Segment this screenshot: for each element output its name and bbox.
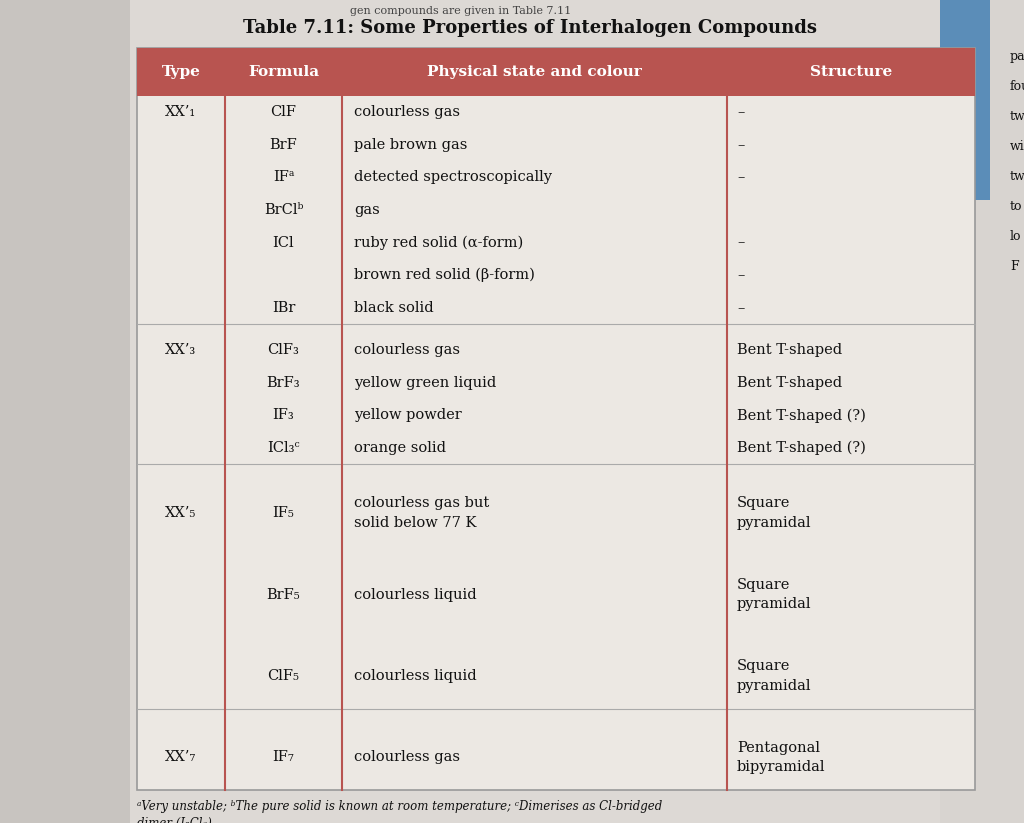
Bar	[940, 0, 1024, 823]
Text: ruby red solid (α-form): ruby red solid (α-form)	[354, 235, 523, 250]
Text: Bent T-shaped (?): Bent T-shaped (?)	[737, 440, 866, 455]
Text: BrF: BrF	[269, 138, 297, 152]
Text: Formula: Formula	[248, 65, 319, 79]
Bar	[137, 48, 975, 96]
Text: XX’₇: XX’₇	[165, 751, 197, 765]
Text: BrF₃: BrF₃	[266, 376, 300, 390]
Text: colourless gas: colourless gas	[354, 751, 460, 765]
Text: to: to	[1010, 200, 1023, 213]
Text: –: –	[737, 170, 744, 184]
Text: F: F	[1010, 260, 1019, 273]
Text: lo: lo	[1010, 230, 1022, 243]
Text: IFᵃ: IFᵃ	[272, 170, 294, 184]
Text: ClF₃: ClF₃	[267, 343, 299, 357]
Text: Pentagonal
bipyramidal: Pentagonal bipyramidal	[737, 741, 825, 774]
Text: Bent T-shaped (?): Bent T-shaped (?)	[737, 408, 866, 422]
Text: pai: pai	[1010, 50, 1024, 63]
Text: –: –	[737, 138, 744, 152]
Text: detected spectroscopically: detected spectroscopically	[354, 170, 552, 184]
Text: fou: fou	[1010, 80, 1024, 93]
Text: gen compounds are given in Table 7.11: gen compounds are given in Table 7.11	[350, 6, 571, 16]
Bar	[137, 48, 975, 790]
Text: colourless gas but
solid below 77 K: colourless gas but solid below 77 K	[354, 496, 489, 530]
Bar	[990, 0, 1024, 823]
Text: brown red solid (β-form): brown red solid (β-form)	[354, 268, 535, 282]
Text: yellow powder: yellow powder	[354, 408, 462, 422]
Text: Square
pyramidal: Square pyramidal	[737, 496, 811, 530]
Text: pale brown gas: pale brown gas	[354, 138, 467, 152]
Text: tw: tw	[1010, 170, 1024, 183]
Text: XX’₁: XX’₁	[165, 105, 197, 119]
Text: colourless liquid: colourless liquid	[354, 669, 476, 683]
Text: Structure: Structure	[810, 65, 892, 79]
Text: wi: wi	[1010, 140, 1024, 153]
Text: IF₃: IF₃	[272, 408, 294, 422]
Text: Table 7.11: Some Properties of Interhalogen Compounds: Table 7.11: Some Properties of Interhalo…	[243, 19, 817, 37]
Text: ICl₃ᶜ: ICl₃ᶜ	[267, 441, 300, 455]
Text: –: –	[737, 105, 744, 119]
Text: ClF₅: ClF₅	[267, 669, 299, 683]
Text: colourless gas: colourless gas	[354, 343, 460, 357]
Text: IF₅: IF₅	[272, 506, 295, 520]
Text: orange solid: orange solid	[354, 441, 446, 455]
Text: black solid: black solid	[354, 300, 433, 314]
Text: Type: Type	[162, 65, 201, 79]
Text: BrF₅: BrF₅	[266, 588, 300, 602]
Text: ᵃVery unstable; ᵇThe pure solid is known at room temperature; ᶜDimerises as Cl-b: ᵃVery unstable; ᵇThe pure solid is known…	[137, 800, 663, 823]
Text: Bent T-shaped: Bent T-shaped	[737, 343, 842, 357]
Text: –: –	[737, 235, 744, 249]
Bar	[130, 0, 990, 823]
Text: BrClᵇ: BrClᵇ	[264, 203, 303, 217]
Text: IBr: IBr	[271, 300, 295, 314]
Text: ClF: ClF	[270, 105, 297, 119]
Text: Square
pyramidal: Square pyramidal	[737, 578, 811, 611]
Bar	[940, 200, 1024, 823]
Text: ICl: ICl	[272, 235, 294, 249]
Text: Bent T-shaped: Bent T-shaped	[737, 376, 842, 390]
Text: XX’₅: XX’₅	[165, 506, 197, 520]
Text: tw: tw	[1010, 110, 1024, 123]
Text: XX’₃: XX’₃	[165, 343, 197, 357]
Text: yellow green liquid: yellow green liquid	[354, 376, 497, 390]
Text: Square
pyramidal: Square pyramidal	[737, 659, 811, 693]
Text: gas: gas	[354, 203, 380, 217]
Text: colourless liquid: colourless liquid	[354, 588, 476, 602]
Text: –: –	[737, 300, 744, 314]
Text: Physical state and colour: Physical state and colour	[427, 65, 642, 79]
Text: colourless gas: colourless gas	[354, 105, 460, 119]
Text: IF₇: IF₇	[272, 751, 294, 765]
Text: –: –	[737, 268, 744, 282]
